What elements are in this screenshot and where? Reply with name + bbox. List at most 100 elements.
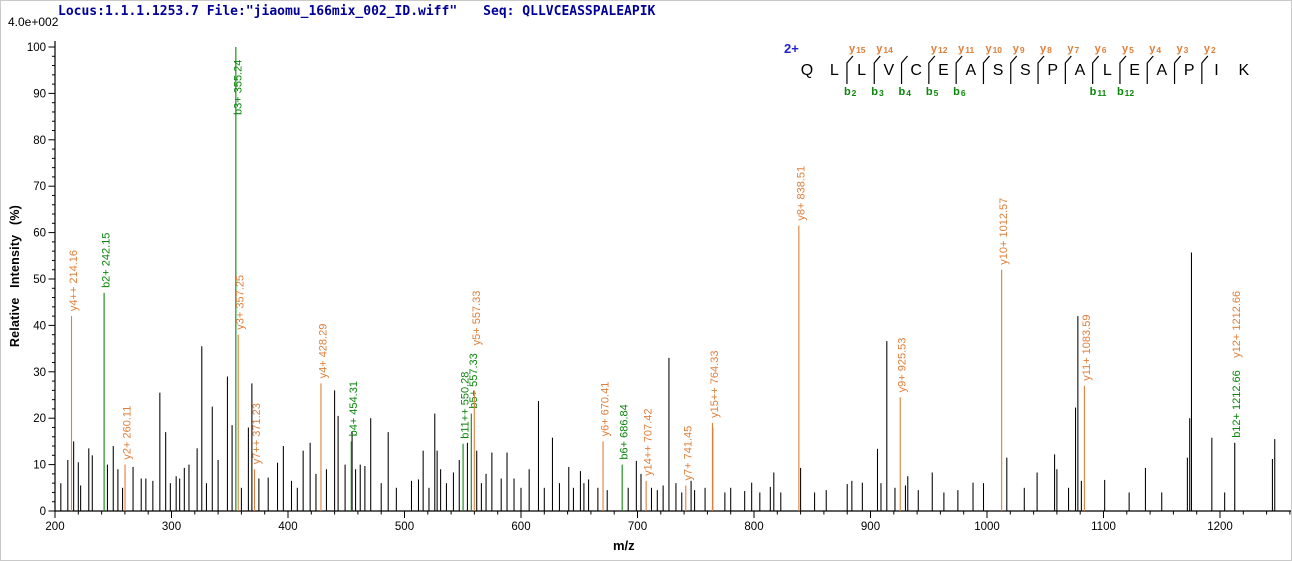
x-tick-label: 600 [511,521,530,533]
unannotated-peaks [60,252,1276,511]
peptide-residue: L [857,62,867,79]
peak-ion-label: y12+ 1212.66 [1231,291,1243,358]
x-tick-label: 1200 [1207,521,1233,533]
peptide-residue: P [1047,62,1059,79]
y-ion-marker-label: y5 [1121,43,1134,55]
peak-ion-label: y15++ 764.33 [709,351,721,418]
y-tick-label: 70 [33,181,46,193]
b-ion-marker-label: b6 [953,86,966,98]
y-tick-label: 80 [33,135,46,147]
peak-ion-label: y6+ 670.41 [600,382,612,437]
cleavage-mark [846,55,854,84]
x-tick-label: 700 [628,521,647,533]
b-ion-marker-label: b2 [843,86,857,98]
locus-file-text: Locus:1.1.1.1253.7 File:"jiaomu_166mix_0… [58,4,458,19]
y-tick-label: 0 [40,506,46,518]
y-axis-title: Relative Intensity (%) [8,204,22,348]
peak-ion-label: y3+ 357.25 [235,275,247,330]
cleavage-mark [900,55,909,84]
cleavage-mark [1146,55,1154,84]
peptide-residue: V [883,62,895,79]
y-tick-label: 30 [33,367,46,379]
y-tick-label: 40 [33,320,46,332]
peak-ion-label: y7++ 371.23 [251,403,263,464]
peak-ion-label: y11+ 1083.59 [1081,315,1093,381]
peak-ion-label: b6+ 686.84 [619,404,631,459]
x-tick-label: 1100 [1091,521,1116,533]
peak-ion-label: y9+ 925.53 [897,338,909,393]
x-tick-label: 900 [861,521,880,533]
peptide-residue: L [1102,62,1112,79]
fragmentation-marks [846,55,1209,84]
cleavage-mark [928,55,936,84]
b-ion-marker-label: b12 [1116,86,1135,98]
y-ion-marker-label: y11 [958,43,975,55]
header-line: Locus:1.1.1.1253.7 File:"jiaomu_166mix_0… [58,4,655,19]
cleavage-mark [982,55,990,84]
y-ion-marker-label: y4 [1149,43,1162,55]
y-ion-marker-label: y9 [1012,43,1025,55]
y-tick-label: 60 [33,228,46,240]
b-ion-marker-label: b5 [925,86,939,98]
peak-ion-label: y7+ 741.45 [682,426,694,481]
cleavage-mark [1037,55,1045,84]
b-ion-marker-label: b11 [1089,86,1107,98]
intensity-scale-label: 4.0e+002 [8,15,59,29]
y-tick-label: 10 [33,460,46,472]
y-tick-label: 90 [33,88,46,100]
y-ion-marker-label: y3 [1176,43,1189,55]
cleavage-mark [1064,55,1072,84]
y-tick-label: 20 [33,413,46,425]
peak-ion-label: y5+ 557.33 [471,291,483,346]
b-ion-marker-label: b4 [898,86,912,98]
peptide-residue: A [965,62,977,79]
peptide-residue: S [992,62,1004,79]
sequence-text: Seq: QLLVCEASSPALEAPIK [483,4,656,19]
peptide-residue: K [1238,62,1250,79]
peptide-residue: C [910,62,922,79]
peak-ion-label: y8+ 838.51 [795,166,807,221]
peak-ion-label: y14++ 707.42 [643,409,655,476]
cleavage-mark [1092,55,1100,84]
peptide-residue: L [829,62,839,79]
peptide-residue: S [1020,62,1031,79]
x-tick-label: 500 [395,521,414,533]
peptide-residue: Q [800,62,814,79]
y-ion-marker-label: y6 [1094,43,1107,55]
cleavage-mark [1201,55,1209,84]
annotated-peaks: y4++ 214.16 b2+ 242.15 y2+ 260.11 b3+ 355.2… [68,47,1243,511]
y-ion-marker-label: y14 [876,43,893,55]
y-ion-marker-label: y7 [1067,43,1080,55]
x-tick-label: 300 [162,521,181,533]
peak-ion-label: y4++ 214.16 [68,250,80,311]
x-tick-label: 800 [744,521,763,533]
y-tick-label: 100 [27,42,46,54]
cleavage-mark [1119,55,1127,84]
cleavage-mark [873,55,881,84]
y-ion-marker-label: y8 [1040,43,1052,55]
peak-ion-label: b11++ 550.28 [460,372,472,439]
peptide-residue: E [938,62,949,79]
y-ion-marker-label: y15 [848,43,866,55]
y-ion-marker-label: y10 [985,43,1003,55]
x-axis-title: m/z [613,538,635,553]
peak-ion-label: y10+ 1012.57 [998,198,1010,265]
x-tick-label: 400 [278,521,297,533]
y-ion-marker-label: y12 [930,43,948,55]
peptide-residue: P [1183,62,1195,79]
peak-ion-label: b12+ 1212.66 [1231,370,1243,438]
y-tick-label: 50 [33,274,46,286]
peak-ion-label: b3+ 355.24 [232,60,244,115]
peak-ion-label: y2+ 260.11 [122,406,134,460]
cleavage-mark [1010,55,1018,84]
peak-ion-label: b2+ 242.15 [101,233,113,288]
peptide-residue: A [1074,62,1086,79]
peptide-residue: A [1156,62,1168,79]
x-tick-label: 200 [45,521,64,533]
peak-ion-label: y4+ 428.29 [317,324,329,379]
cleavage-mark [1173,55,1182,84]
peptide-residue: E [1129,62,1140,79]
